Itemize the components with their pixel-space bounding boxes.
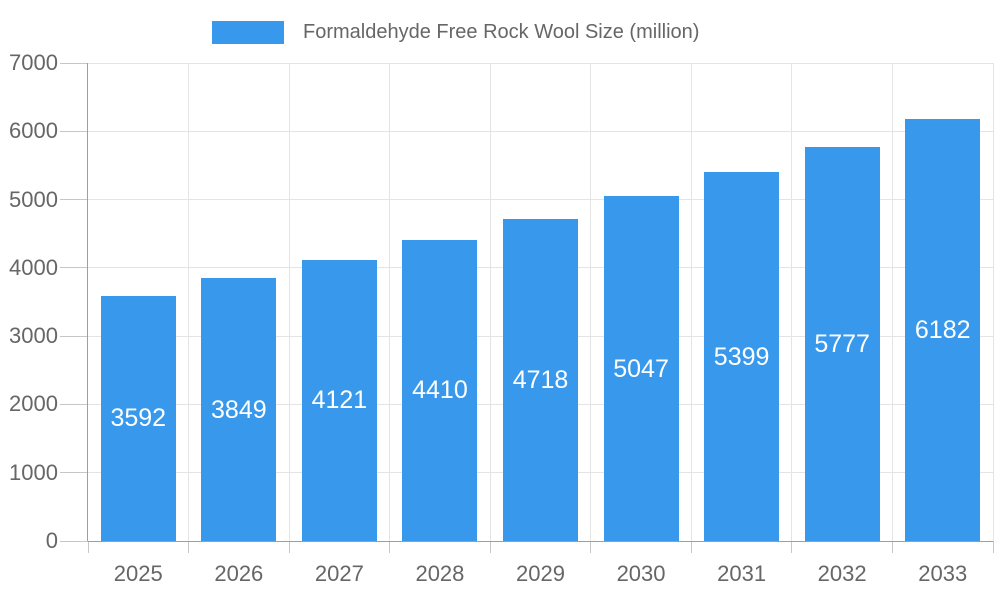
x-tick-label: 2030 xyxy=(616,561,666,586)
bar-value-label: 5399 xyxy=(713,342,770,371)
bar-value-label: 4121 xyxy=(311,386,368,415)
bar-2030[interactable] xyxy=(603,196,679,541)
x-axis-tick xyxy=(791,541,793,553)
y-tick-label: 4000 xyxy=(9,254,58,280)
bar-2033[interactable] xyxy=(905,118,981,541)
bar-2028[interactable] xyxy=(402,239,478,541)
bar-value-label: 5777 xyxy=(814,329,870,358)
bar-2026[interactable] xyxy=(201,278,277,541)
x-tick-label: 2029 xyxy=(516,561,565,586)
bar-2029[interactable] xyxy=(503,218,578,541)
gridline-horizontal xyxy=(88,199,993,201)
y-axis-tick xyxy=(60,403,88,405)
y-tick-label: 0 xyxy=(45,528,58,553)
gridline-vertical xyxy=(288,63,290,541)
y-tick-label: 7000 xyxy=(9,50,58,75)
x-tick-label: 2032 xyxy=(817,561,867,586)
gridline-vertical xyxy=(389,63,391,541)
y-tick-label: 1000 xyxy=(9,459,58,485)
gridline-vertical xyxy=(992,63,994,541)
gridline-vertical xyxy=(489,63,491,541)
y-axis-tick xyxy=(60,62,88,64)
bar-value-label: 4410 xyxy=(412,376,468,405)
x-tick-label: 2033 xyxy=(918,561,968,586)
x-axis-line xyxy=(88,541,993,542)
bar-value-label: 4718 xyxy=(512,365,569,394)
x-axis-tick xyxy=(690,541,692,553)
y-tick-label: 3000 xyxy=(9,323,58,349)
bar-value-label: 3592 xyxy=(110,404,167,433)
gridline-vertical xyxy=(690,63,692,541)
y-tick-label: 2000 xyxy=(9,391,58,417)
y-axis-tick xyxy=(60,335,88,337)
x-axis-tick xyxy=(87,541,89,553)
gridline-vertical xyxy=(891,63,893,541)
legend[interactable]: Formaldehyde Free Rock Wool Size (millio… xyxy=(212,21,699,44)
bar-2032[interactable] xyxy=(804,146,880,541)
gridline-vertical xyxy=(188,63,190,541)
y-tick-label: 6000 xyxy=(9,118,58,144)
bar-2027[interactable] xyxy=(301,259,377,541)
y-axis-tick xyxy=(60,540,88,542)
bar-2025[interactable] xyxy=(100,295,176,541)
x-axis-tick xyxy=(389,541,391,553)
x-axis-tick xyxy=(489,541,491,553)
y-axis-tick xyxy=(60,267,88,269)
gridline-vertical xyxy=(590,63,592,541)
gridline-horizontal xyxy=(88,130,993,132)
x-axis-tick xyxy=(992,541,994,553)
x-tick-label: 2028 xyxy=(415,561,465,586)
x-axis-tick xyxy=(288,541,290,553)
gridline-horizontal xyxy=(88,62,993,64)
gridline-vertical xyxy=(791,63,793,541)
x-axis-tick xyxy=(590,541,592,553)
y-tick-label: 5000 xyxy=(9,186,58,212)
y-axis-tick xyxy=(60,472,88,474)
bar-value-label: 3849 xyxy=(211,395,267,424)
y-axis-tick xyxy=(60,199,88,201)
legend-swatch xyxy=(212,21,284,44)
x-tick-label: 2031 xyxy=(717,561,767,586)
x-tick-label: 2025 xyxy=(113,561,163,586)
bar-value-label: 6182 xyxy=(914,315,971,344)
x-axis-tick xyxy=(188,541,190,553)
x-tick-label: 2027 xyxy=(314,561,364,586)
y-axis-tick xyxy=(60,130,88,132)
legend-label: Formaldehyde Free Rock Wool Size (millio… xyxy=(303,21,700,43)
x-tick-label: 2026 xyxy=(214,561,264,586)
bar-2031[interactable] xyxy=(704,172,780,541)
y-axis-line xyxy=(87,63,88,541)
bar-value-label: 5047 xyxy=(613,354,669,383)
x-axis-tick xyxy=(891,541,893,553)
